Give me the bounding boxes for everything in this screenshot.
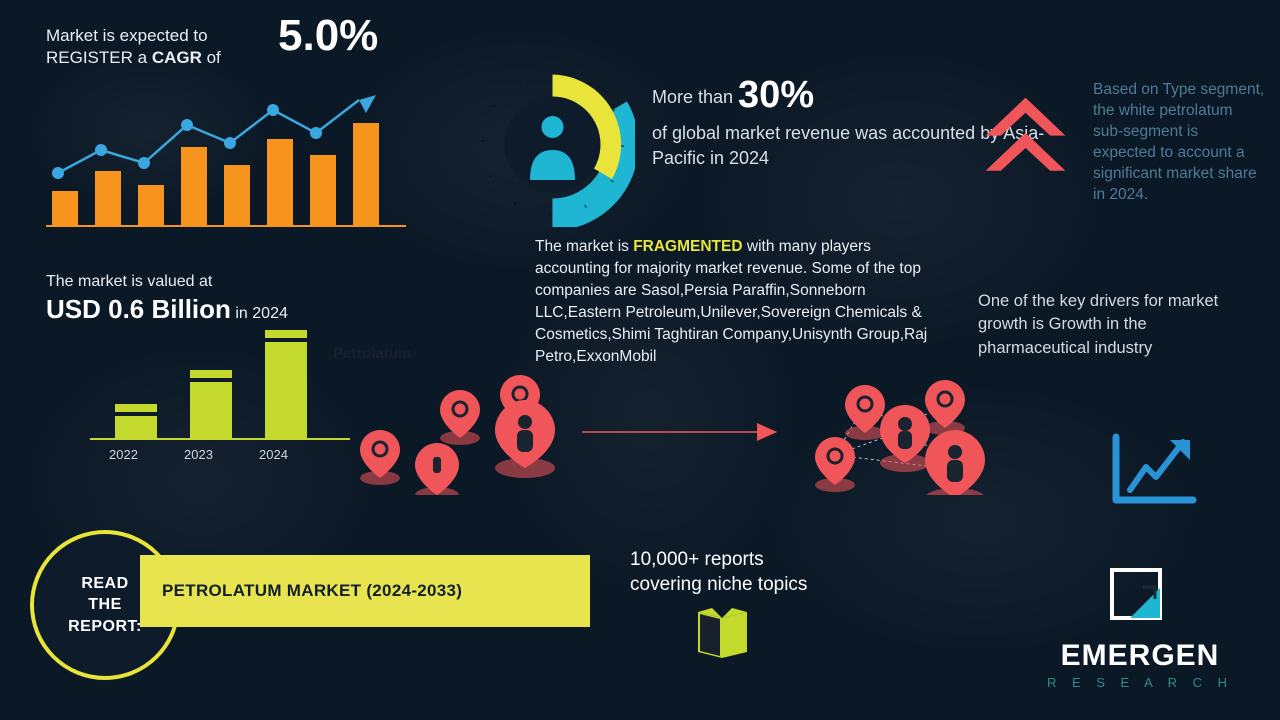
double-chevron-up-icon [978,90,1073,185]
pin-cluster-network [795,375,995,495]
donut-chart [470,62,635,227]
green-bar-chart: 2022 2023 2024 [95,348,345,458]
driver-text-block: One of the key drivers for market growth… [978,290,1253,360]
emergen-logo-block: EMERGEN R E S E A R C H [1030,568,1250,690]
report-title-box[interactable]: PETROLATUM MARKET (2024-2033) [140,555,590,627]
pin-cluster-small [345,375,595,495]
cagr-line1: Market is expected to [46,26,208,45]
infographic-stage: Market is expected to REGISTER a CAGR of… [0,0,1280,720]
petrolatum-watermark-label: Petrolatum [333,345,411,362]
report-title-text: PETROLATUM MARKET (2024-2033) [162,581,462,601]
connector-arrow-icon [582,422,777,442]
niche-reports-block: 10,000+ reports covering niche topics [630,548,930,597]
trend-chart-icon [1108,432,1198,507]
logo-mark-icon [1110,568,1170,628]
read-report-row[interactable]: READ THE REPORT: PETROLATUM MARKET (2024-2… [30,545,560,657]
type-segment-text: Based on Type segment, the white petrola… [1093,80,1265,206]
fragmented-highlight: FRAGMENTED [633,238,742,255]
cagr-block: Market is expected to REGISTER a CAGR of… [46,25,446,69]
logo-sub-text: R E S E A R C H [1030,675,1250,690]
orange-bar-chart [46,115,406,225]
logo-name-text: EMERGEN [1030,639,1250,673]
book-icon [690,608,755,663]
cagr-line2: REGISTER a CAGR of [46,48,221,67]
usd-value-block: The market is valued at USD 0.6 Billion … [46,272,326,327]
fragmented-text-block: The market is FRAGMENTED with many playe… [535,236,935,368]
usd-value: USD 0.6 Billion [46,294,231,324]
donut-percentage: 30% [738,74,814,116]
cagr-value: 5.0% [278,11,378,61]
